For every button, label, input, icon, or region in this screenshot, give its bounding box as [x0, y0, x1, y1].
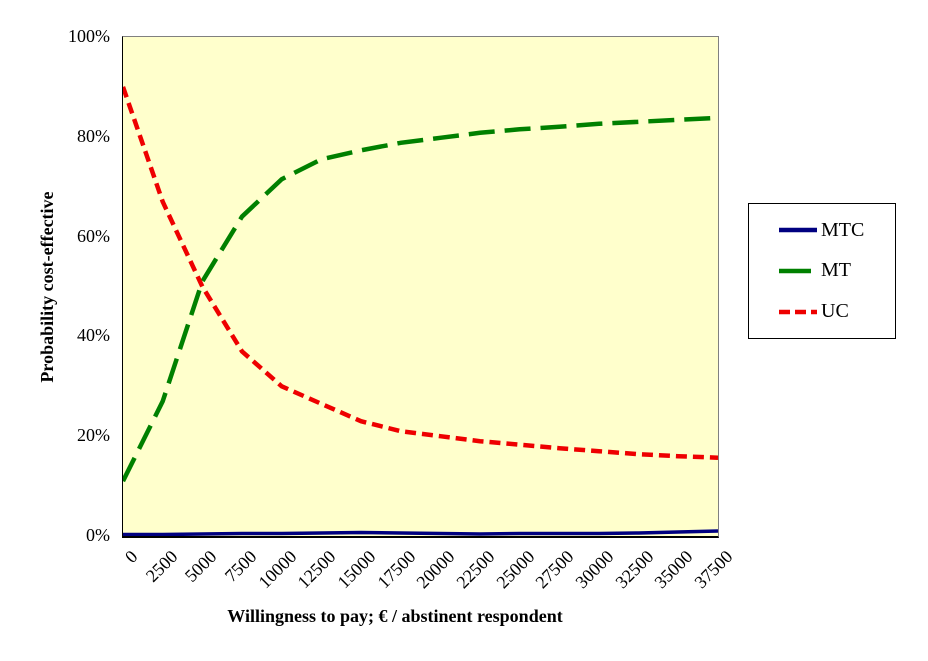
y-tick-label-80%: 80%	[77, 125, 110, 146]
x-tick-label-32500: 32500	[611, 546, 658, 593]
x-tick-label-2500: 2500	[141, 546, 182, 586]
legend-item-uc: UC	[779, 300, 895, 323]
series-line-mt	[123, 115, 718, 483]
legend-label-mtc: MTC	[821, 218, 865, 241]
y-tick-label-20%: 20%	[77, 425, 110, 446]
x-tick-label-0: 0	[120, 546, 142, 567]
x-tick-label-30000: 30000	[571, 546, 618, 593]
legend-line-sample-mt	[779, 268, 817, 274]
legend-item-mtc: MTC	[779, 219, 895, 242]
y-tick-label-40%: 40%	[77, 325, 110, 346]
x-tick-label-22500: 22500	[452, 546, 499, 593]
x-tick-label-7500: 7500	[220, 546, 261, 586]
x-axis-title: Willingness to pay; € / abstinent respon…	[227, 606, 563, 626]
plot-area	[122, 36, 719, 538]
y-axis-title: Probability cost-effective	[37, 191, 57, 383]
legend-label-uc: UC	[821, 300, 849, 323]
x-tick-label-5000: 5000	[181, 546, 221, 586]
x-tick-label-27500: 27500	[531, 546, 578, 593]
y-tick-label-0%: 0%	[86, 525, 110, 545]
x-tick-label-25000: 25000	[492, 546, 539, 593]
legend-item-mt: MT	[779, 259, 895, 282]
legend-line-sample-uc	[779, 309, 817, 314]
y-tick-label-100%: 100%	[68, 26, 110, 46]
legend-label-mt: MT	[821, 259, 851, 282]
x-tick-label-15000: 15000	[333, 546, 380, 593]
x-tick-label-17500: 17500	[373, 546, 420, 593]
legend-line-sample-mtc	[779, 228, 817, 233]
series-line-uc	[123, 86, 718, 460]
series-plot	[123, 86, 718, 536]
legend: MTC MT UC	[748, 203, 896, 339]
y-tick-label-60%: 60%	[77, 225, 110, 246]
x-tick-label-37500: 37500	[690, 546, 737, 593]
series-line-mtc	[123, 529, 718, 536]
x-tick-label-35000: 35000	[650, 546, 697, 593]
x-tick-label-20000: 20000	[412, 546, 459, 593]
x-tick-label-10000: 10000	[254, 546, 301, 593]
x-tick-label-12500: 12500	[293, 546, 340, 593]
